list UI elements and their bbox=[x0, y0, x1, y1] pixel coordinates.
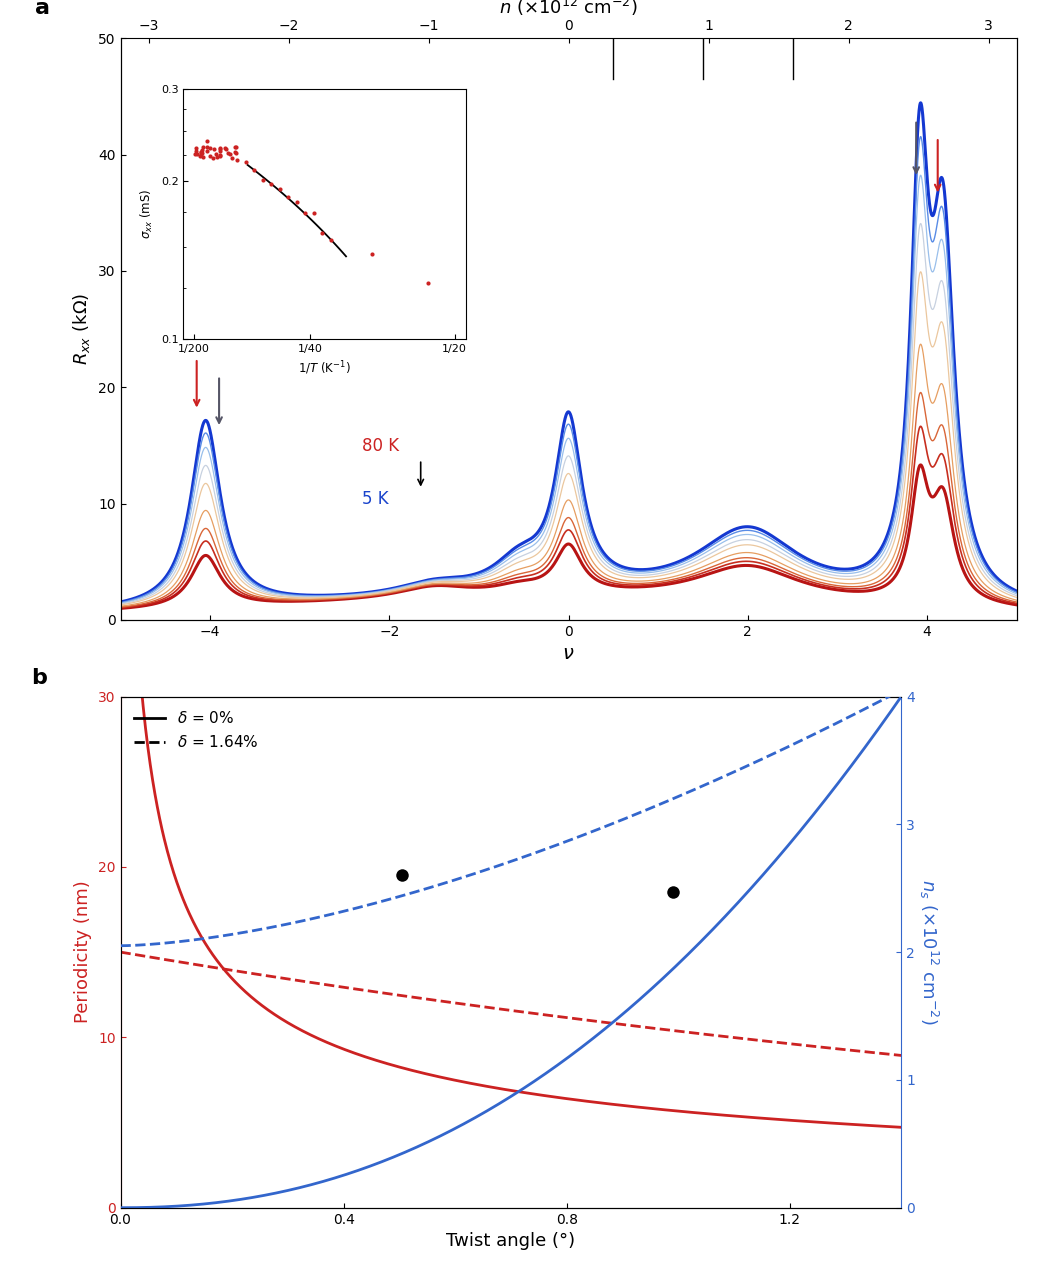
Text: 5 K: 5 K bbox=[363, 489, 389, 507]
Point bbox=[192, 142, 209, 162]
Point bbox=[255, 170, 271, 190]
Text: a: a bbox=[36, 0, 50, 18]
Point bbox=[217, 138, 234, 158]
Point bbox=[313, 222, 330, 243]
Point bbox=[205, 138, 222, 158]
Point bbox=[194, 141, 211, 161]
Y-axis label: $n_s$ ($\times$10$^{12}$ cm$^{-2}$): $n_s$ ($\times$10$^{12}$ cm$^{-2}$) bbox=[917, 879, 940, 1025]
Point bbox=[188, 138, 204, 158]
Point bbox=[364, 244, 380, 265]
Legend: $\delta$ = 0%, $\delta$ = 1.64%: $\delta$ = 0%, $\delta$ = 1.64% bbox=[128, 704, 265, 757]
Point bbox=[212, 146, 228, 166]
Point bbox=[280, 187, 297, 207]
Y-axis label: $R_{xx}$ (k$\Omega$): $R_{xx}$ (k$\Omega$) bbox=[71, 293, 92, 366]
Point bbox=[297, 203, 313, 224]
Point bbox=[271, 179, 288, 199]
Point bbox=[212, 144, 228, 165]
Y-axis label: $\sigma_{xx}$ (mS): $\sigma_{xx}$ (mS) bbox=[139, 189, 155, 239]
Point bbox=[195, 137, 212, 157]
Point bbox=[208, 143, 224, 164]
Point bbox=[193, 142, 210, 162]
Point bbox=[198, 130, 215, 151]
X-axis label: $n$ ($\times$10$^{12}$ cm$^{-2}$): $n$ ($\times$10$^{12}$ cm$^{-2}$) bbox=[499, 0, 638, 18]
Point bbox=[420, 272, 437, 293]
Point bbox=[212, 139, 228, 160]
Point bbox=[201, 138, 218, 158]
Point bbox=[194, 142, 211, 162]
Point bbox=[187, 144, 203, 165]
Point bbox=[189, 144, 205, 165]
Point bbox=[212, 138, 228, 158]
Point bbox=[227, 137, 244, 157]
Point bbox=[192, 146, 209, 166]
Point bbox=[204, 148, 221, 169]
X-axis label: 1/$T$ (K$^{-1}$): 1/$T$ (K$^{-1}$) bbox=[299, 359, 351, 377]
Y-axis label: Periodicity (nm): Periodicity (nm) bbox=[74, 881, 92, 1024]
Point bbox=[226, 142, 243, 162]
Point bbox=[188, 141, 204, 161]
Point bbox=[212, 141, 228, 161]
Point bbox=[322, 230, 339, 250]
Text: b: b bbox=[30, 668, 46, 689]
Point bbox=[192, 143, 209, 164]
Point bbox=[216, 138, 233, 158]
Point bbox=[288, 192, 305, 212]
Point bbox=[227, 143, 244, 164]
Point bbox=[199, 141, 216, 161]
Point bbox=[228, 150, 245, 170]
X-axis label: Twist angle (°): Twist angle (°) bbox=[446, 1232, 575, 1250]
Point bbox=[202, 146, 219, 166]
Point bbox=[220, 142, 237, 162]
Point bbox=[246, 160, 263, 180]
Text: 80 K: 80 K bbox=[363, 437, 399, 455]
Point bbox=[209, 147, 225, 167]
Point bbox=[226, 137, 243, 157]
X-axis label: $\nu$: $\nu$ bbox=[563, 644, 574, 663]
Point bbox=[194, 147, 211, 167]
Point bbox=[222, 144, 239, 165]
Point bbox=[223, 147, 240, 167]
Point bbox=[305, 203, 322, 224]
Point bbox=[198, 137, 215, 157]
Point bbox=[263, 174, 280, 194]
Point bbox=[238, 152, 255, 173]
